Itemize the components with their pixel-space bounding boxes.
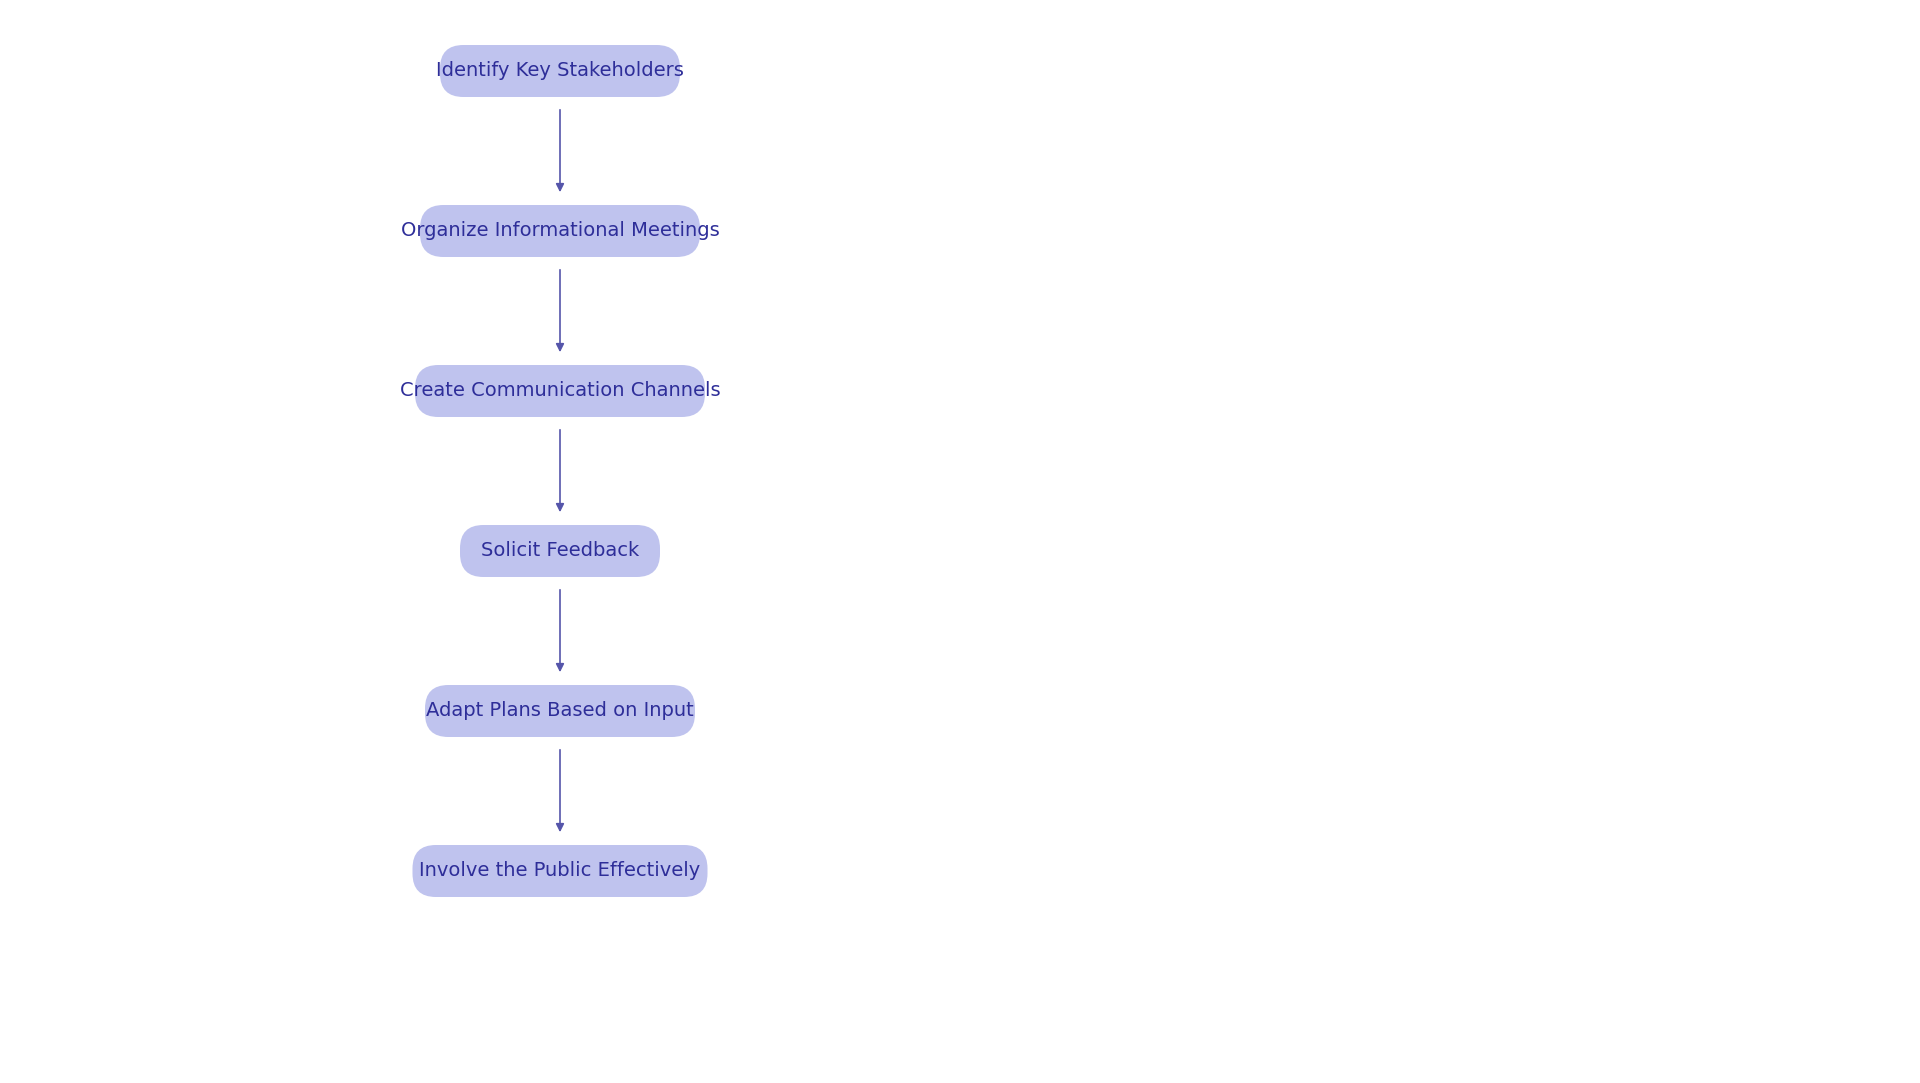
FancyBboxPatch shape [440,45,680,97]
Text: Solicit Feedback: Solicit Feedback [480,542,639,561]
Text: Organize Informational Meetings: Organize Informational Meetings [401,222,720,240]
FancyBboxPatch shape [420,205,701,257]
FancyBboxPatch shape [415,365,705,417]
FancyBboxPatch shape [461,525,660,577]
Text: Create Communication Channels: Create Communication Channels [399,381,720,401]
Text: Identify Key Stakeholders: Identify Key Stakeholders [436,62,684,80]
Text: Adapt Plans Based on Input: Adapt Plans Based on Input [426,702,693,720]
FancyBboxPatch shape [424,686,695,738]
FancyBboxPatch shape [413,845,707,897]
Text: Involve the Public Effectively: Involve the Public Effectively [419,861,701,880]
